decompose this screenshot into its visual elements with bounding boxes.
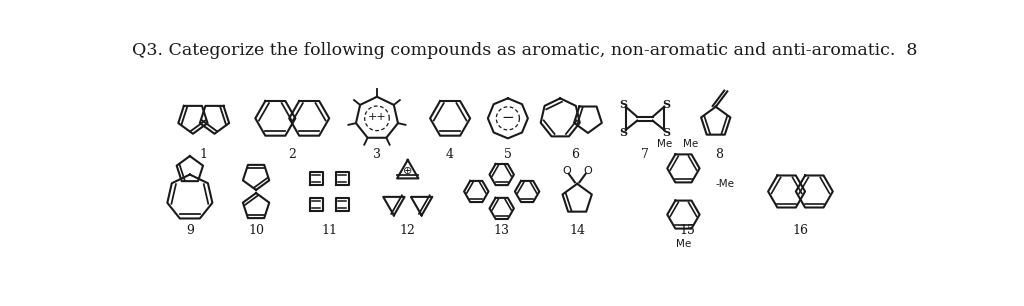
Text: Q3. Categorize the following compounds as aromatic, non-aromatic and anti-aromat: Q3. Categorize the following compounds a… xyxy=(132,42,918,59)
Text: S: S xyxy=(620,99,628,110)
Text: 13: 13 xyxy=(494,224,510,237)
Text: -Me: -Me xyxy=(716,179,735,189)
Text: ++: ++ xyxy=(368,112,386,122)
Text: 15: 15 xyxy=(679,224,695,237)
Text: 12: 12 xyxy=(399,224,416,237)
Text: O: O xyxy=(584,166,592,177)
Text: 14: 14 xyxy=(569,224,585,237)
Text: Me: Me xyxy=(656,139,672,149)
Text: 3: 3 xyxy=(373,147,381,161)
Text: ⊕: ⊕ xyxy=(403,166,413,176)
Text: 6: 6 xyxy=(570,147,579,161)
Text: 2: 2 xyxy=(289,147,296,161)
Text: O: O xyxy=(562,166,570,177)
Text: Me: Me xyxy=(683,139,698,149)
Text: 1: 1 xyxy=(200,147,208,161)
Text: 11: 11 xyxy=(322,224,337,237)
Text: Me: Me xyxy=(676,239,691,249)
Text: S: S xyxy=(663,99,671,110)
Text: 5: 5 xyxy=(504,147,512,161)
Text: 7: 7 xyxy=(641,147,649,161)
Text: S: S xyxy=(663,127,671,138)
Text: 16: 16 xyxy=(793,224,809,237)
Text: −: − xyxy=(502,111,514,125)
Text: 9: 9 xyxy=(186,224,194,237)
Text: 10: 10 xyxy=(248,224,264,237)
Text: S: S xyxy=(620,127,628,138)
Text: 4: 4 xyxy=(446,147,454,161)
Text: 8: 8 xyxy=(716,147,724,161)
